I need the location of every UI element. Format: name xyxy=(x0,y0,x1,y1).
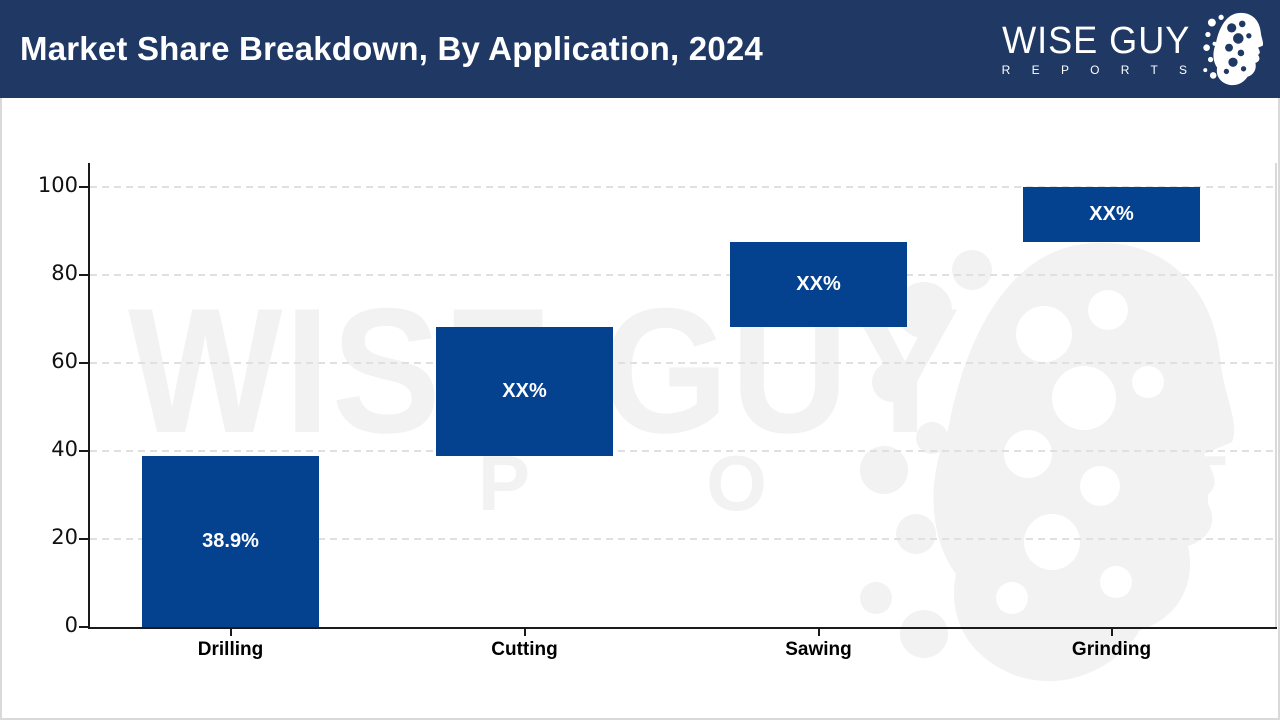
x-tick-mark-grinding xyxy=(1110,627,1113,636)
bar-value-label: XX% xyxy=(1089,202,1134,225)
logo-wordmark: WISE GUY xyxy=(1001,20,1190,62)
y-tick-label-20: 20 xyxy=(51,525,78,549)
gridline-80 xyxy=(90,274,1276,276)
y-tick-mark-0 xyxy=(79,626,88,628)
bar-sawing: XX% xyxy=(730,241,907,328)
bar-value-label: XX% xyxy=(502,380,547,403)
y-tick-label-100: 100 xyxy=(37,173,78,197)
y-tick-mark-20 xyxy=(79,538,88,540)
bar-cutting: XX% xyxy=(436,327,613,456)
y-tick-label-0: 0 xyxy=(64,613,78,637)
y-axis-line xyxy=(88,163,90,629)
gridline-40 xyxy=(90,450,1276,452)
x-tick-mark-drilling xyxy=(229,627,232,636)
y-tick-mark-40 xyxy=(79,450,88,452)
wise-guy-reports-logo: WISE GUY R E P O R T S xyxy=(996,6,1266,92)
gridline-20 xyxy=(90,538,1276,540)
x-tick-mark-cutting xyxy=(523,627,526,636)
gridline-60 xyxy=(90,362,1276,364)
gridline-100 xyxy=(90,186,1276,188)
chart-title: Market Share Breakdown, By Application, … xyxy=(20,30,763,67)
plot-right-border xyxy=(1275,163,1277,627)
y-tick-label-40: 40 xyxy=(51,437,78,461)
bar-drilling: 38.9% xyxy=(142,455,319,627)
logo-text: WISE GUY R E P O R T S xyxy=(996,21,1196,77)
x-axis-label-grinding: Grinding xyxy=(1071,639,1152,660)
y-tick-mark-100 xyxy=(79,186,88,188)
x-axis-label-cutting: Cutting xyxy=(491,639,558,660)
x-axis-label-sawing: Sawing xyxy=(785,639,852,660)
x-axis-line xyxy=(88,627,1277,629)
logo-face-icon xyxy=(1203,12,1264,86)
x-axis-label-drilling: Drilling xyxy=(197,639,264,660)
header-bar: Market Share Breakdown, By Application, … xyxy=(0,0,1280,98)
bar-value-label: XX% xyxy=(796,272,841,295)
x-tick-mark-sawing xyxy=(817,627,820,636)
y-tick-label-80: 80 xyxy=(51,261,78,285)
logo-subtitle: R E P O R T S xyxy=(1001,63,1196,77)
bar-value-label: 38.9% xyxy=(202,529,259,552)
y-tick-mark-60 xyxy=(79,362,88,364)
y-tick-label-60: 60 xyxy=(51,349,78,373)
y-tick-mark-80 xyxy=(79,274,88,276)
bar-grinding: XX% xyxy=(1023,186,1200,242)
watermark-face-icon xyxy=(860,242,1235,682)
